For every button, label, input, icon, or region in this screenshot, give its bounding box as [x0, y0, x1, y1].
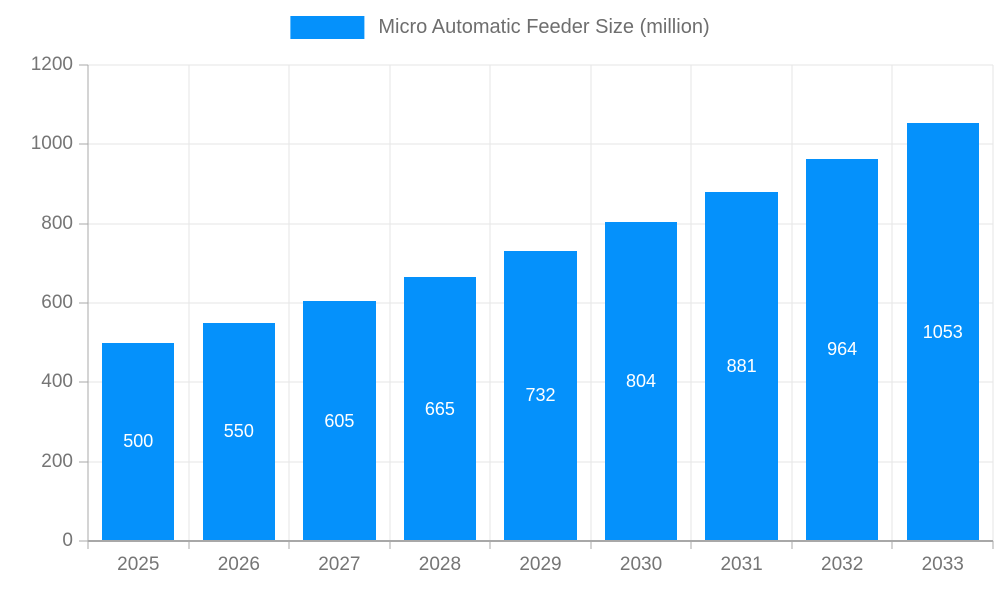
x-axis-tick [791, 541, 793, 549]
bar-value-label: 665 [424, 398, 455, 419]
y-axis-tick [79, 64, 88, 66]
bar-value-label: 550 [223, 421, 254, 442]
legend-label: Micro Automatic Feeder Size (million) [378, 16, 710, 38]
bar-value-label: 964 [827, 339, 858, 360]
bar-2030: 804 [604, 222, 678, 541]
x-axis-line [88, 540, 993, 542]
bar-value-label: 1053 [922, 321, 963, 342]
bar-2028: 665 [403, 277, 477, 541]
x-axis-tick [188, 541, 190, 549]
x-axis-tick [590, 541, 592, 549]
y-axis-tick [79, 143, 88, 145]
bar-value-label: 500 [123, 431, 154, 452]
gridline-vertical [489, 65, 491, 541]
x-axis-tick [87, 541, 89, 549]
bar-2026: 550 [202, 322, 276, 541]
bar-2031: 881 [705, 191, 778, 541]
x-axis-tick-label: 2027 [318, 554, 361, 575]
y-axis-tick-label: 400 [41, 371, 73, 393]
y-axis-tick-label: 200 [41, 450, 73, 472]
bar-value-label: 732 [525, 385, 556, 406]
x-axis-tick [389, 541, 391, 549]
x-axis-tick [891, 541, 893, 549]
y-axis-tick [79, 223, 88, 225]
y-axis-tick [79, 461, 88, 463]
gridline-vertical [389, 65, 391, 541]
gridline-vertical [891, 65, 893, 541]
bar-2027: 605 [303, 301, 376, 541]
bar-value-label: 605 [324, 410, 355, 431]
bar-value-label: 804 [626, 371, 657, 392]
x-axis-tick-label: 2028 [418, 554, 462, 575]
gridline-horizontal [88, 64, 993, 66]
gridline-vertical [590, 65, 592, 541]
y-axis-tick-label: 1000 [30, 133, 73, 155]
x-axis-tick [288, 541, 290, 549]
y-axis-tick [79, 381, 88, 383]
x-axis-tick [992, 541, 994, 549]
x-axis-tick-label: 2025 [117, 554, 160, 575]
legend-item[interactable]: Micro Automatic Feeder Size (million) [290, 16, 710, 39]
y-axis-tick [79, 302, 88, 304]
x-axis-tick [489, 541, 491, 549]
x-axis-tick-label: 2033 [921, 554, 964, 575]
gridline-vertical [992, 65, 994, 541]
y-axis-tick-label: 800 [41, 212, 73, 234]
x-axis-tick-label: 2031 [720, 554, 763, 575]
legend-swatch [290, 16, 365, 39]
bar-2025: 500 [102, 342, 175, 541]
gridline-vertical [690, 65, 692, 541]
x-axis-tick-label: 2030 [619, 554, 663, 575]
y-axis-tick-label: 600 [41, 292, 73, 313]
bar-2029: 732 [504, 250, 577, 541]
bar-value-label: 881 [726, 355, 757, 376]
gridline-vertical [791, 65, 793, 541]
x-axis-tick-label: 2029 [519, 554, 562, 575]
y-axis-tick-label: 0 [62, 530, 73, 551]
x-axis-tick-label: 2026 [217, 554, 260, 575]
gridline-horizontal [88, 143, 993, 145]
x-axis-tick [690, 541, 692, 549]
y-axis-line [87, 65, 89, 541]
gridline-vertical [188, 65, 190, 541]
y-axis-tick-label: 1200 [30, 54, 73, 75]
plot-area: 0 200 400 600 800 1000 1200 2025 2026 2027 2028 20… [31, 54, 994, 575]
gridline-vertical [288, 65, 290, 541]
y-axis-tick [79, 540, 88, 542]
bar-2033: 1053 [906, 123, 979, 541]
gridline-horizontal [88, 223, 993, 225]
bar-2032: 964 [805, 158, 879, 541]
x-axis-tick-label: 2032 [821, 554, 864, 575]
